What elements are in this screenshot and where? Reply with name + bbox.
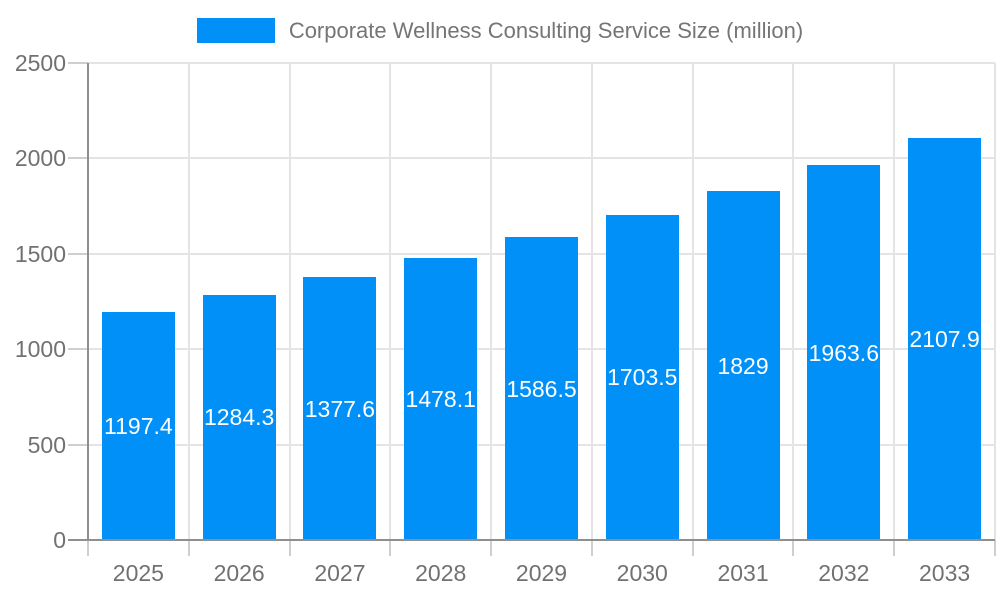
x-tick [187,540,190,556]
bar [404,257,478,540]
bar [303,277,377,540]
x-gridline [590,63,593,540]
y-tick [68,443,88,446]
x-tick [288,540,291,556]
x-tick [389,540,392,556]
x-tick [792,540,795,556]
y-gridline [88,62,995,64]
x-tick [994,540,996,556]
legend: Corporate Wellness Consulting Service Si… [0,18,1000,43]
x-axis-label: 2025 [112,560,164,586]
bar-value-label: 1963.6 [808,339,879,366]
bar [807,165,881,540]
x-gridline [792,63,795,540]
y-axis-label: 0 [53,527,66,553]
y-axis-line [87,63,89,540]
x-axis-label: 2031 [717,560,769,586]
x-gridline [691,63,694,540]
y-gridline [88,157,995,160]
x-axis-label: 2030 [616,560,668,586]
x-tick [590,540,593,556]
bar-value-label: 1829 [717,352,769,379]
bar [605,214,679,540]
x-gridline [288,63,291,540]
bar [202,294,276,540]
y-axis-label: 1000 [14,336,66,363]
y-axis-label: 500 [27,431,66,458]
legend-swatch [196,18,275,43]
x-axis-label: 2026 [213,560,265,586]
bar [505,237,578,540]
x-axis-line [68,539,995,541]
x-gridline [187,63,190,540]
y-axis-label: 1500 [14,240,66,267]
bar-value-label: 1197.4 [104,412,173,439]
x-gridline [994,63,996,540]
bar [101,311,175,540]
x-axis-label: 2028 [415,560,467,586]
y-axis-label: 2500 [14,50,66,76]
chart-title: Corporate Wellness Consulting Service Si… [288,18,804,43]
x-tick [691,540,694,556]
bar [706,191,780,540]
bar-value-label: 1377.6 [304,395,376,422]
x-axis-label: 2032 [818,560,870,586]
x-axis-label: 2027 [314,560,366,586]
x-gridline [490,63,493,540]
x-gridline [893,63,896,540]
x-gridline [389,63,392,540]
bar-value-label: 1284.3 [203,404,275,431]
y-tick [68,157,88,160]
y-axis-label: 2000 [14,145,66,172]
x-tick [893,540,896,556]
x-tick [87,540,89,556]
y-tick [68,62,88,64]
bar-value-label: 1586.5 [506,375,577,402]
y-tick [68,252,88,255]
bar [908,137,982,540]
x-axis-label: 2029 [515,560,568,586]
bar-value-label: 1478.1 [405,385,476,412]
bar-value-label: 2107.9 [909,325,980,352]
bar-value-label: 1703.5 [607,364,678,391]
y-tick [68,348,88,351]
x-tick [490,540,493,556]
x-axis-label: 2033 [919,560,971,586]
